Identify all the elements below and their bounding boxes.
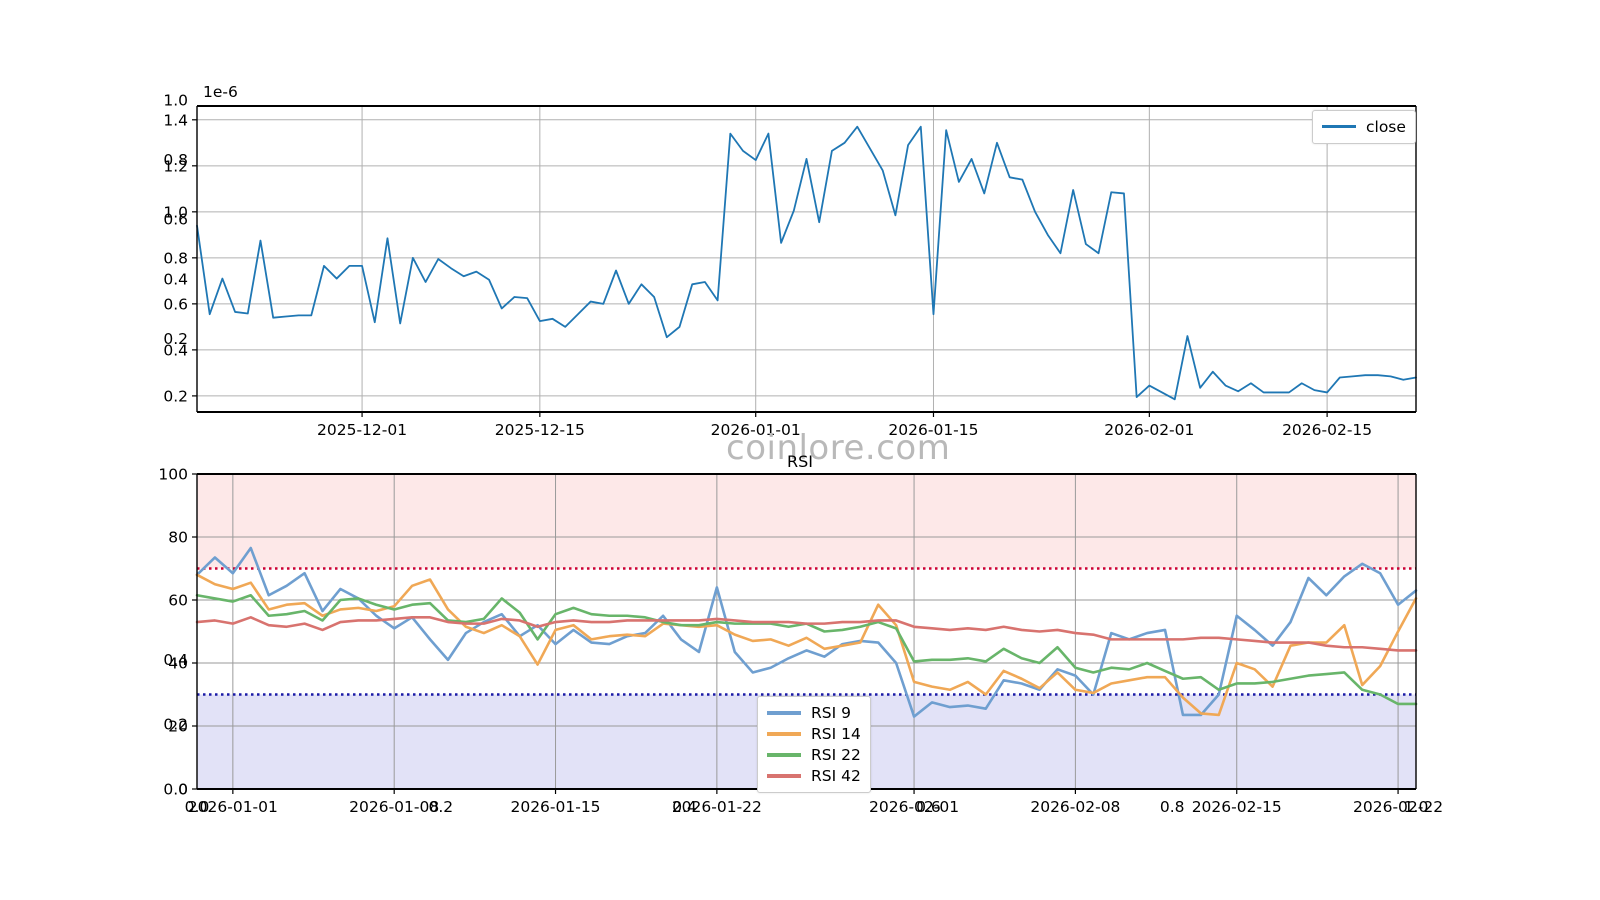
rsi-overlay-xtick-label: 0.2 [428, 798, 453, 816]
rsi-ytick-label: 80 [168, 529, 188, 547]
rsi-xtick-label: 2026-02-08 [1030, 798, 1120, 816]
rsi-ytick-label: 100 [158, 466, 188, 484]
price-overlay-ytick-label: 0.6 [163, 211, 188, 229]
rsi-line-rsi-42 [195, 616, 1418, 652]
legend-swatch-icon [1322, 125, 1356, 128]
rsi-line-rsi-14 [195, 573, 1418, 717]
price-axis-offset-label: 1e-6 [203, 83, 238, 101]
rsi-xtick-label: 2026-01-22 [672, 798, 762, 816]
legend-item-rsi-42[interactable]: RSI 42 [767, 765, 861, 786]
price-xtick-label: 2026-01-15 [888, 421, 978, 439]
rsi-overlay-xtick-label: 0.4 [672, 798, 697, 816]
rsi-xtick-label: 2026-01-15 [510, 798, 600, 816]
price-close-line [196, 125, 1417, 401]
legend-label: close [1366, 117, 1406, 136]
rsi-chart-title: RSI [787, 452, 813, 471]
price-xtick-label: 2025-12-15 [495, 421, 585, 439]
price-overlay-ytick-label: 1.0 [163, 92, 188, 110]
legend-swatch-icon [767, 710, 801, 715]
rsi-ytick-label: 20 [168, 718, 188, 736]
rsi-overlay-ytick-label: 0.4 [163, 651, 188, 669]
rsi-overlay-xtick-label: 0.8 [1160, 798, 1185, 816]
legend-label: RSI 42 [811, 766, 861, 785]
legend-label: RSI 14 [811, 724, 861, 743]
price-ytick-label: 0.8 [163, 249, 188, 267]
rsi-chart-svg: 0 20 40 60 80 100 0.0 0.2 0.4 2026-01-01 2026-01-0… [158, 466, 1443, 817]
price-ytick-label: 0.6 [163, 295, 188, 313]
rsi-overlay-xtick-label: 0.6 [916, 798, 941, 816]
price-xtick-label: 2026-02-15 [1282, 421, 1372, 439]
price-chart-panel: 0.2 0.4 0.6 0.8 1.0 1.2 1.4 0.2 0.4 0.6 0.8 1.0 2025… [163, 83, 1417, 439]
legend-swatch-icon [767, 731, 801, 736]
rsi-xtick-label: 2026-02-15 [1192, 798, 1282, 816]
legend-item-rsi-14[interactable]: RSI 14 [767, 723, 861, 744]
rsi-overlay-xtick-label: 0.0 [185, 798, 210, 816]
rsi-xtick-label: 2026-02-01 [869, 798, 959, 816]
price-ytick-label: 0.4 [163, 341, 188, 359]
legend-item-rsi-9[interactable]: RSI 9 [767, 702, 861, 723]
price-xtick-label: 2025-12-01 [317, 421, 407, 439]
rsi-overlay-xtick-label: 1.0 [1404, 798, 1429, 816]
price-chart-legend[interactable]: close [1312, 110, 1416, 144]
legend-swatch-icon [767, 773, 801, 778]
legend-swatch-icon [767, 752, 801, 757]
watermark: coinlore.com [726, 428, 951, 468]
rsi-ytick-label: 40 [168, 655, 188, 673]
rsi-line-rsi-9 [195, 546, 1418, 718]
legend-label: RSI 9 [811, 703, 851, 722]
price-plot-background [197, 106, 1416, 412]
price-chart-svg: 0.20.40.60.81.01.21.40.20.40.60.81.02025… [163, 83, 1417, 439]
price-ytick-label: 1.2 [163, 157, 188, 175]
price-overlay-ytick-label: 0.2 [163, 330, 188, 348]
price-ytick-label: 0.2 [163, 387, 188, 405]
legend-label: RSI 22 [811, 745, 861, 764]
rsi-xtick-label: 2026-01-08 [349, 798, 439, 816]
rsi-chart-legend[interactable]: RSI 9 RSI 14 RSI 22 RSI 42 [757, 696, 871, 793]
rsi-overlay-ytick-label: 0.0 [163, 781, 188, 799]
legend-item-close[interactable]: close [1322, 116, 1406, 137]
price-overlay-ytick-label: 0.4 [163, 270, 188, 288]
rsi-xtick-label: 2026-02-22 [1353, 798, 1443, 816]
price-ytick-label: 1.4 [163, 111, 188, 129]
price-ytick-label: 1.0 [163, 203, 188, 221]
price-overlay-ytick-label: 0.8 [163, 151, 188, 169]
rsi-ytick-label: 60 [168, 592, 188, 610]
rsi-ytick-label: 0 [178, 781, 188, 799]
rsi-overlay-ytick-label: 0.2 [163, 716, 188, 734]
legend-item-rsi-22[interactable]: RSI 22 [767, 744, 861, 765]
price-xtick-label: 2026-02-01 [1104, 421, 1194, 439]
rsi-xtick-label: 2026-01-01 [188, 798, 278, 816]
price-xtick-label: 2026-01-01 [711, 421, 801, 439]
rsi-chart-panel: 0 20 40 60 80 100 0.0 0.2 0.4 2026-01-01 2026-01-0… [0, 440, 1600, 900]
rsi-band [197, 474, 1416, 569]
